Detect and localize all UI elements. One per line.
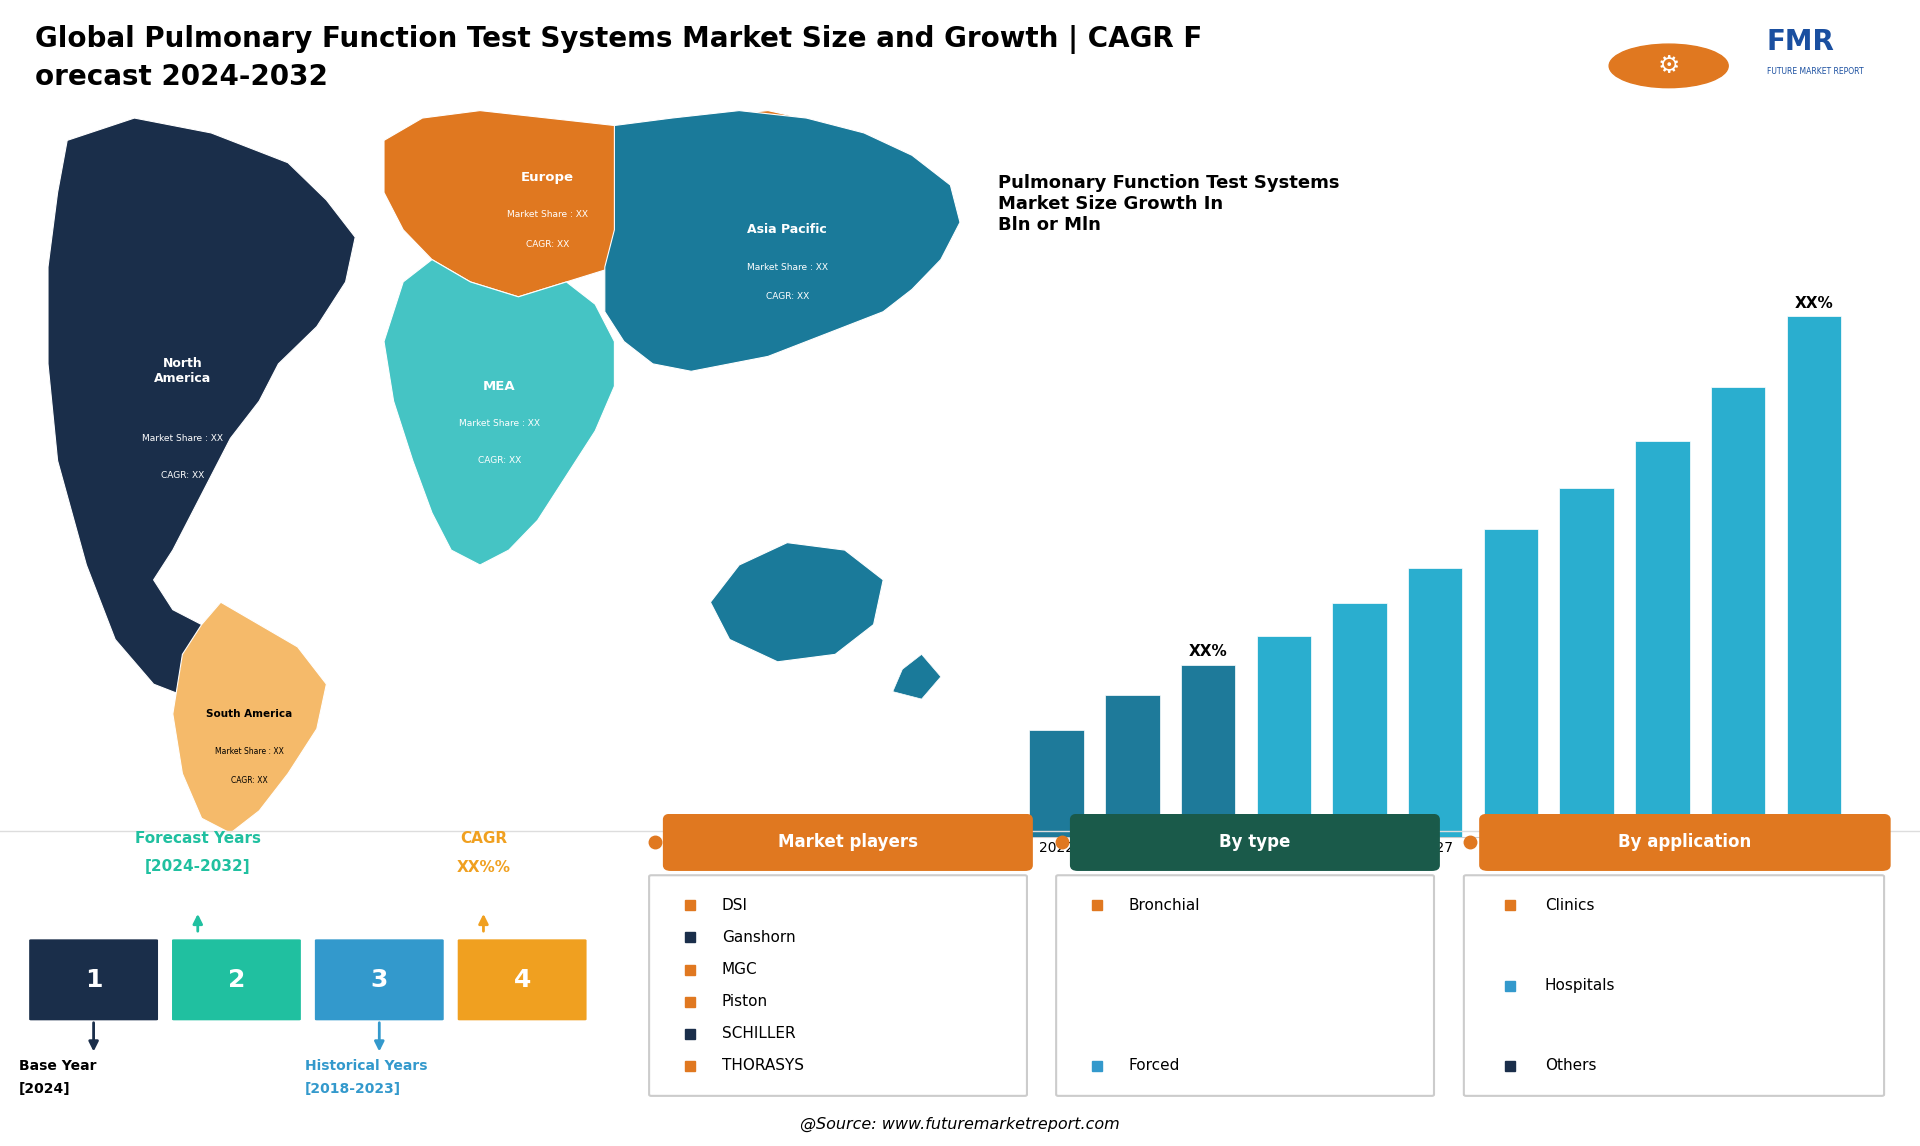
Text: [2024-2032]: [2024-2032] xyxy=(144,860,252,874)
Bar xyxy=(1332,603,1386,837)
Text: North
America: North America xyxy=(154,358,211,385)
Text: 2: 2 xyxy=(228,968,246,991)
Text: Bronchial: Bronchial xyxy=(1129,897,1200,913)
Text: CAGR: XX: CAGR: XX xyxy=(478,456,520,465)
Bar xyxy=(1407,567,1463,837)
Text: [2018-2023]: [2018-2023] xyxy=(305,1082,401,1096)
Text: Clinics: Clinics xyxy=(1546,897,1594,913)
Text: @Source: www.futuremarketreport.com: @Source: www.futuremarketreport.com xyxy=(801,1117,1119,1132)
Text: Market Share : XX: Market Share : XX xyxy=(142,434,223,442)
Text: CAGR: CAGR xyxy=(461,831,507,846)
Text: Piston: Piston xyxy=(722,994,768,1010)
Polygon shape xyxy=(605,110,960,371)
Text: Ganshorn: Ganshorn xyxy=(722,929,795,945)
Text: Forecast Years: Forecast Years xyxy=(134,831,261,846)
Text: 3: 3 xyxy=(371,968,388,991)
Text: FMR: FMR xyxy=(1766,28,1836,56)
Text: MGC: MGC xyxy=(722,961,758,978)
Bar xyxy=(1029,730,1085,837)
Text: XX%: XX% xyxy=(1188,644,1227,659)
Bar xyxy=(1106,694,1160,837)
Text: XX%%: XX%% xyxy=(457,860,511,874)
Polygon shape xyxy=(893,654,941,699)
FancyBboxPatch shape xyxy=(29,939,159,1021)
Text: MEA: MEA xyxy=(484,379,515,393)
Text: Forced: Forced xyxy=(1129,1058,1181,1074)
Text: Market Share : XX: Market Share : XX xyxy=(215,747,284,755)
Text: CAGR: XX: CAGR: XX xyxy=(161,471,204,480)
Text: Base Year: Base Year xyxy=(19,1059,96,1073)
FancyBboxPatch shape xyxy=(1069,814,1440,871)
FancyBboxPatch shape xyxy=(1478,814,1891,871)
Text: THORASYS: THORASYS xyxy=(722,1058,804,1074)
Circle shape xyxy=(1609,45,1728,87)
Text: Asia Pacific: Asia Pacific xyxy=(747,223,828,236)
Text: 1: 1 xyxy=(84,968,102,991)
Polygon shape xyxy=(710,542,883,661)
Text: Market Share : XX: Market Share : XX xyxy=(747,262,828,272)
Text: Pulmonary Function Test Systems
Market Size Growth In
Bln or Mln: Pulmonary Function Test Systems Market S… xyxy=(998,174,1340,234)
Text: Market Share : XX: Market Share : XX xyxy=(459,419,540,427)
Bar xyxy=(1711,387,1764,837)
FancyBboxPatch shape xyxy=(457,939,588,1021)
FancyBboxPatch shape xyxy=(649,876,1027,1096)
Polygon shape xyxy=(173,603,326,833)
Polygon shape xyxy=(384,259,614,565)
Text: XX%: XX% xyxy=(1795,296,1834,311)
Polygon shape xyxy=(48,118,355,699)
Text: Market Share : XX: Market Share : XX xyxy=(507,211,588,219)
Text: South America: South America xyxy=(207,709,292,719)
Bar xyxy=(1636,440,1690,837)
Text: SCHILLER: SCHILLER xyxy=(722,1026,795,1042)
Text: Hospitals: Hospitals xyxy=(1546,978,1615,994)
Bar xyxy=(1786,316,1841,837)
Text: Market players: Market players xyxy=(778,833,918,851)
FancyBboxPatch shape xyxy=(662,814,1033,871)
Text: Historical Years: Historical Years xyxy=(305,1059,428,1073)
Text: CAGR: XX: CAGR: XX xyxy=(766,292,808,301)
Polygon shape xyxy=(384,110,883,297)
Bar xyxy=(1559,488,1615,837)
Bar xyxy=(1484,529,1538,837)
Text: Global Pulmonary Function Test Systems Market Size and Growth | CAGR F: Global Pulmonary Function Test Systems M… xyxy=(35,25,1202,54)
Text: CAGR: XX: CAGR: XX xyxy=(230,777,269,785)
FancyBboxPatch shape xyxy=(171,939,301,1021)
Text: By application: By application xyxy=(1619,833,1751,851)
Text: ⚙: ⚙ xyxy=(1657,54,1680,78)
Text: CAGR: XX: CAGR: XX xyxy=(526,241,568,249)
Text: By type: By type xyxy=(1219,833,1290,851)
Text: DSI: DSI xyxy=(722,897,749,913)
FancyBboxPatch shape xyxy=(313,939,445,1021)
FancyBboxPatch shape xyxy=(1056,876,1434,1096)
Bar xyxy=(1181,665,1235,837)
Text: Europe: Europe xyxy=(520,171,574,185)
Text: Others: Others xyxy=(1546,1058,1596,1074)
Text: orecast 2024-2032: orecast 2024-2032 xyxy=(35,63,328,91)
Text: [2024]: [2024] xyxy=(19,1082,71,1096)
Bar xyxy=(1256,636,1311,837)
Text: FUTURE MARKET REPORT: FUTURE MARKET REPORT xyxy=(1766,66,1864,76)
FancyBboxPatch shape xyxy=(1463,876,1884,1096)
Text: 4: 4 xyxy=(513,968,530,991)
